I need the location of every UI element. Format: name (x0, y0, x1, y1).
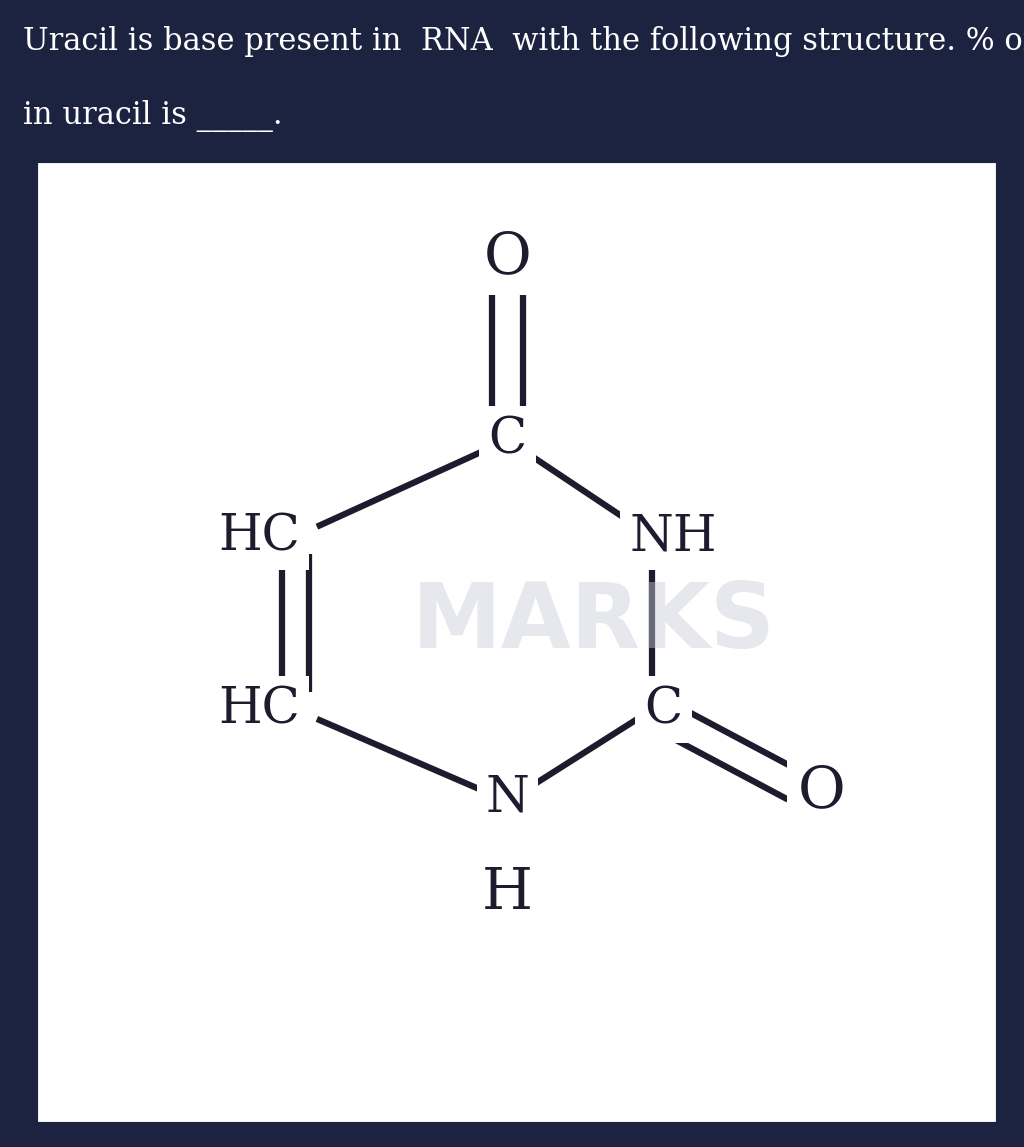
FancyBboxPatch shape (36, 161, 998, 1124)
Text: MARKS: MARKS (413, 579, 776, 668)
Text: O: O (798, 764, 845, 820)
Text: NH: NH (630, 512, 717, 561)
Text: in uracil is _____.: in uracil is _____. (23, 100, 283, 132)
Text: H: H (482, 865, 534, 921)
Text: O: O (483, 229, 531, 284)
Text: HC: HC (218, 685, 300, 734)
Text: HC: HC (218, 512, 300, 561)
Text: C: C (644, 685, 683, 734)
Text: N: N (485, 773, 529, 822)
Text: C: C (488, 415, 526, 465)
Text: Uracil is base present in  RNA  with the following structure. % of N: Uracil is base present in RNA with the f… (23, 26, 1024, 57)
